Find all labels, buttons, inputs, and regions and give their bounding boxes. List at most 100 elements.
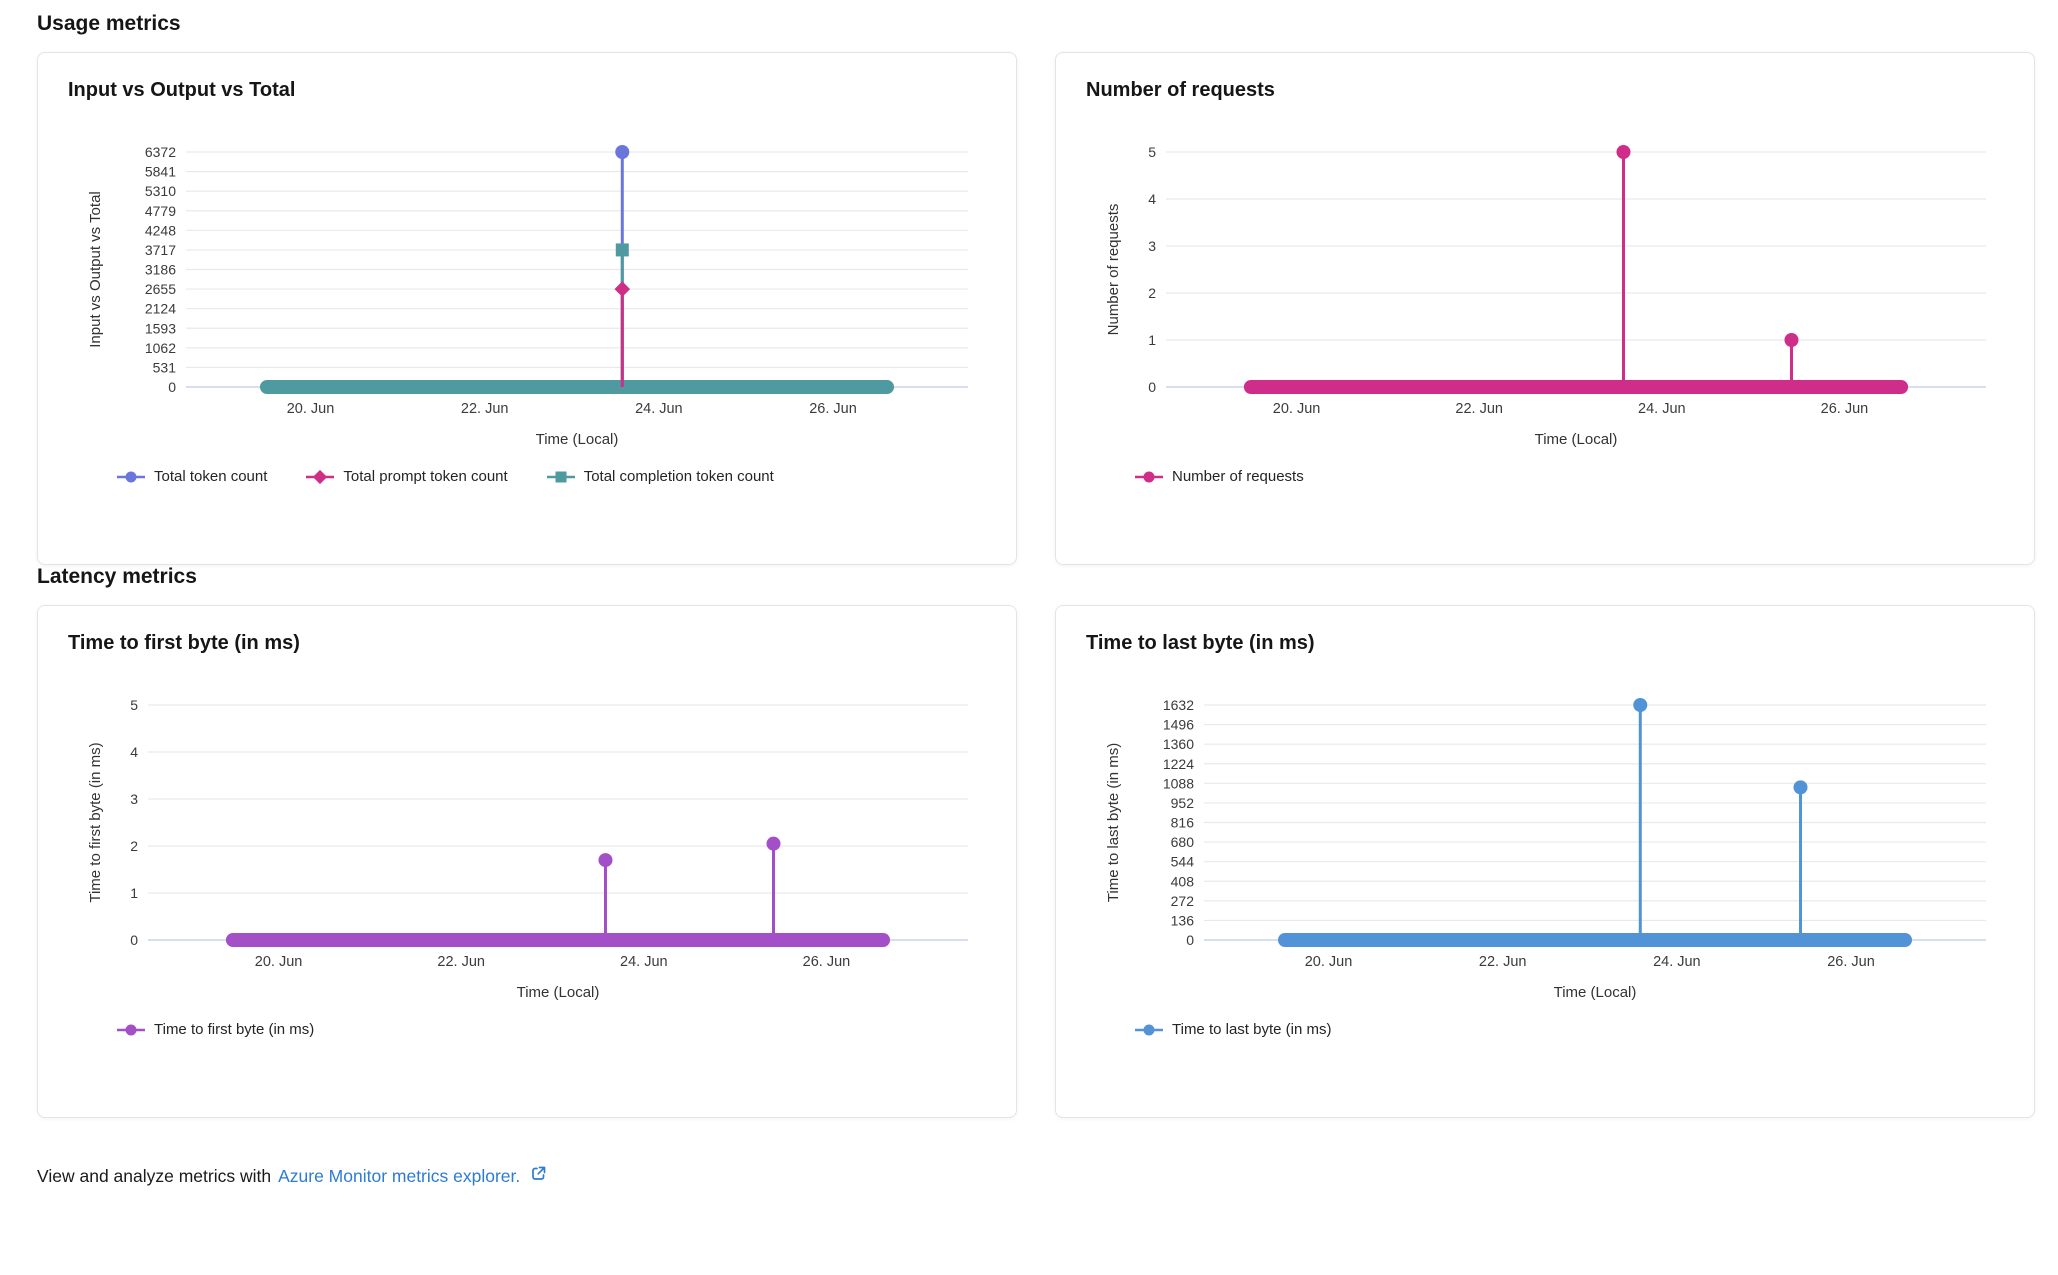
svg-text:Time (Local): Time (Local) — [1535, 431, 1618, 448]
diamond-marker-icon — [306, 469, 335, 484]
svg-text:Number of requests: Number of requests — [1105, 204, 1122, 336]
svg-text:24. Jun: 24. Jun — [1638, 401, 1686, 417]
footer-note: View and analyze metrics with Azure Moni… — [37, 1164, 2031, 1188]
square-marker-icon — [546, 471, 575, 482]
legend-item: Total completion token count — [546, 468, 774, 485]
chart-title-number-of-requests: Number of requests — [1086, 79, 1275, 101]
chart-canvas: 0 1 2 3 4 5 Number of requests 20. Jun 22. Jun 24… — [1105, 144, 1986, 448]
legend-number-of-requests: Number of requests — [1134, 468, 2004, 485]
svg-text:22. Jun: 22. Jun — [1479, 954, 1527, 970]
usage-metrics-section: Input vs Output vs Total 0 531 1062 1593 212… — [37, 52, 2035, 565]
svg-text:408: 408 — [1171, 873, 1195, 889]
svg-text:136: 136 — [1171, 912, 1195, 928]
svg-text:1088: 1088 — [1163, 775, 1194, 791]
svg-text:680: 680 — [1171, 834, 1195, 850]
chart-canvas: 0 1 2 3 4 5 Time to first byte (in ms) 20. Jun 2… — [87, 697, 968, 1001]
circle-marker-icon — [1135, 1024, 1163, 1035]
svg-text:Time (Local): Time (Local) — [536, 431, 619, 448]
svg-text:24. Jun: 24. Jun — [620, 954, 668, 970]
card-input-output-total: Input vs Output vs Total 0 531 1062 1593 212… — [37, 52, 1017, 565]
svg-text:20. Jun: 20. Jun — [255, 954, 303, 970]
circle-marker-icon — [117, 1024, 145, 1035]
chart-canvas: 0 136 272 408 544 680 816 952 1088 1224 1360 1496 16… — [1105, 697, 1986, 1001]
svg-text:1224: 1224 — [1163, 756, 1194, 772]
svg-text:816: 816 — [1171, 815, 1195, 831]
chart-title-time-to-first-byte: Time to first byte (in ms) — [68, 632, 300, 654]
svg-text:24. Jun: 24. Jun — [1653, 954, 1701, 970]
svg-text:20. Jun: 20. Jun — [1273, 401, 1321, 417]
legend-label: Total completion token count — [583, 468, 774, 485]
svg-text:22. Jun: 22. Jun — [461, 401, 509, 417]
chart-time-to-first-byte: 0 1 2 3 4 5 Time to first byte (in ms) 20. Jun 2… — [68, 695, 986, 1005]
svg-text:2: 2 — [130, 838, 138, 854]
legend-item: Time to first byte (in ms) — [116, 1021, 314, 1038]
svg-text:5: 5 — [130, 697, 138, 713]
svg-text:6372: 6372 — [145, 144, 176, 160]
svg-text:1: 1 — [1148, 332, 1156, 348]
legend-item: Number of requests — [1134, 468, 1304, 485]
svg-text:4779: 4779 — [145, 203, 176, 219]
svg-text:1496: 1496 — [1163, 717, 1194, 733]
svg-text:4: 4 — [1148, 191, 1156, 207]
svg-text:3: 3 — [130, 791, 138, 807]
latency-metrics-section: Time to first byte (in ms) 0 1 2 3 4 5 Time to… — [37, 605, 2035, 1118]
svg-text:Input vs Output vs Total: Input vs Output vs Total — [87, 191, 104, 347]
chart-time-to-last-byte: 0 136 272 408 544 680 816 952 1088 1224 1360 1496 16… — [1086, 695, 2004, 1005]
svg-text:24. Jun: 24. Jun — [635, 401, 683, 417]
svg-text:Time (Local): Time (Local) — [517, 984, 600, 1001]
svg-text:22. Jun: 22. Jun — [437, 954, 485, 970]
chart-title-input-output-total: Input vs Output vs Total — [68, 79, 296, 101]
svg-text:26. Jun: 26. Jun — [1821, 401, 1869, 417]
chart-input-output-total: 0 531 1062 1593 2124 2655 3186 3717 4248 4779 5310… — [68, 142, 986, 452]
svg-text:26. Jun: 26. Jun — [803, 954, 851, 970]
legend-label: Total prompt token count — [343, 468, 508, 485]
svg-text:20. Jun: 20. Jun — [1305, 954, 1353, 970]
svg-text:2: 2 — [1148, 285, 1156, 301]
legend-time-to-first-byte: Time to first byte (in ms) — [116, 1021, 986, 1038]
card-time-to-first-byte: Time to first byte (in ms) 0 1 2 3 4 5 Time to… — [37, 605, 1017, 1118]
legend-time-to-last-byte: Time to last byte (in ms) — [1134, 1021, 2004, 1038]
legend-item: Time to last byte (in ms) — [1134, 1021, 1331, 1038]
svg-text:272: 272 — [1171, 893, 1195, 909]
svg-text:4248: 4248 — [145, 222, 176, 238]
svg-text:Time to last byte (in ms): Time to last byte (in ms) — [1105, 743, 1122, 902]
svg-text:1360: 1360 — [1163, 736, 1194, 752]
svg-text:544: 544 — [1171, 854, 1195, 870]
svg-text:952: 952 — [1171, 795, 1195, 811]
legend-label: Total token count — [154, 468, 268, 485]
section-title-latency: Latency metrics — [37, 565, 197, 588]
chart-title-time-to-last-byte: Time to last byte (in ms) — [1086, 632, 1315, 654]
svg-text:0: 0 — [168, 379, 176, 395]
svg-text:3: 3 — [1148, 238, 1156, 254]
svg-text:Time (Local): Time (Local) — [1554, 984, 1637, 1001]
legend-input-output-total: Total token count Total prompt token coun… — [116, 468, 986, 485]
svg-text:5: 5 — [1148, 144, 1156, 160]
chart-canvas: 0 531 1062 1593 2124 2655 3186 3717 4248 4779 5310… — [87, 144, 968, 448]
svg-text:3186: 3186 — [145, 262, 176, 278]
legend-item: Total prompt token count — [305, 468, 508, 485]
azure-monitor-link[interactable]: Azure Monitor metrics explorer. — [278, 1165, 521, 1186]
footer-text: View and analyze metrics with — [37, 1165, 272, 1186]
svg-text:1632: 1632 — [1163, 697, 1194, 713]
svg-text:3717: 3717 — [145, 242, 176, 258]
svg-text:2655: 2655 — [145, 281, 176, 297]
legend-label: Number of requests — [1172, 468, 1304, 485]
card-time-to-last-byte: Time to last byte (in ms) 0 136 272 408 544 6… — [1055, 605, 2035, 1118]
svg-text:Time to first byte (in ms): Time to first byte (in ms) — [87, 742, 104, 902]
svg-text:1: 1 — [130, 885, 138, 901]
circle-marker-icon — [1135, 471, 1163, 482]
card-number-of-requests: Number of requests 0 1 2 3 4 5 Number of reque… — [1055, 52, 2035, 565]
svg-text:0: 0 — [1148, 379, 1156, 395]
section-title-usage: Usage metrics — [37, 12, 181, 35]
svg-text:2124: 2124 — [145, 301, 176, 317]
svg-text:26. Jun: 26. Jun — [809, 401, 857, 417]
svg-text:531: 531 — [153, 359, 177, 375]
svg-text:0: 0 — [1186, 932, 1194, 948]
chart-number-of-requests: 0 1 2 3 4 5 Number of requests 20. Jun 22. Jun 24… — [1086, 142, 2004, 452]
svg-text:26. Jun: 26. Jun — [1827, 954, 1875, 970]
external-link-icon[interactable] — [529, 1164, 548, 1188]
svg-text:0: 0 — [130, 932, 138, 948]
svg-text:22. Jun: 22. Jun — [1455, 401, 1503, 417]
svg-text:1062: 1062 — [145, 340, 176, 356]
svg-text:5841: 5841 — [145, 164, 176, 180]
